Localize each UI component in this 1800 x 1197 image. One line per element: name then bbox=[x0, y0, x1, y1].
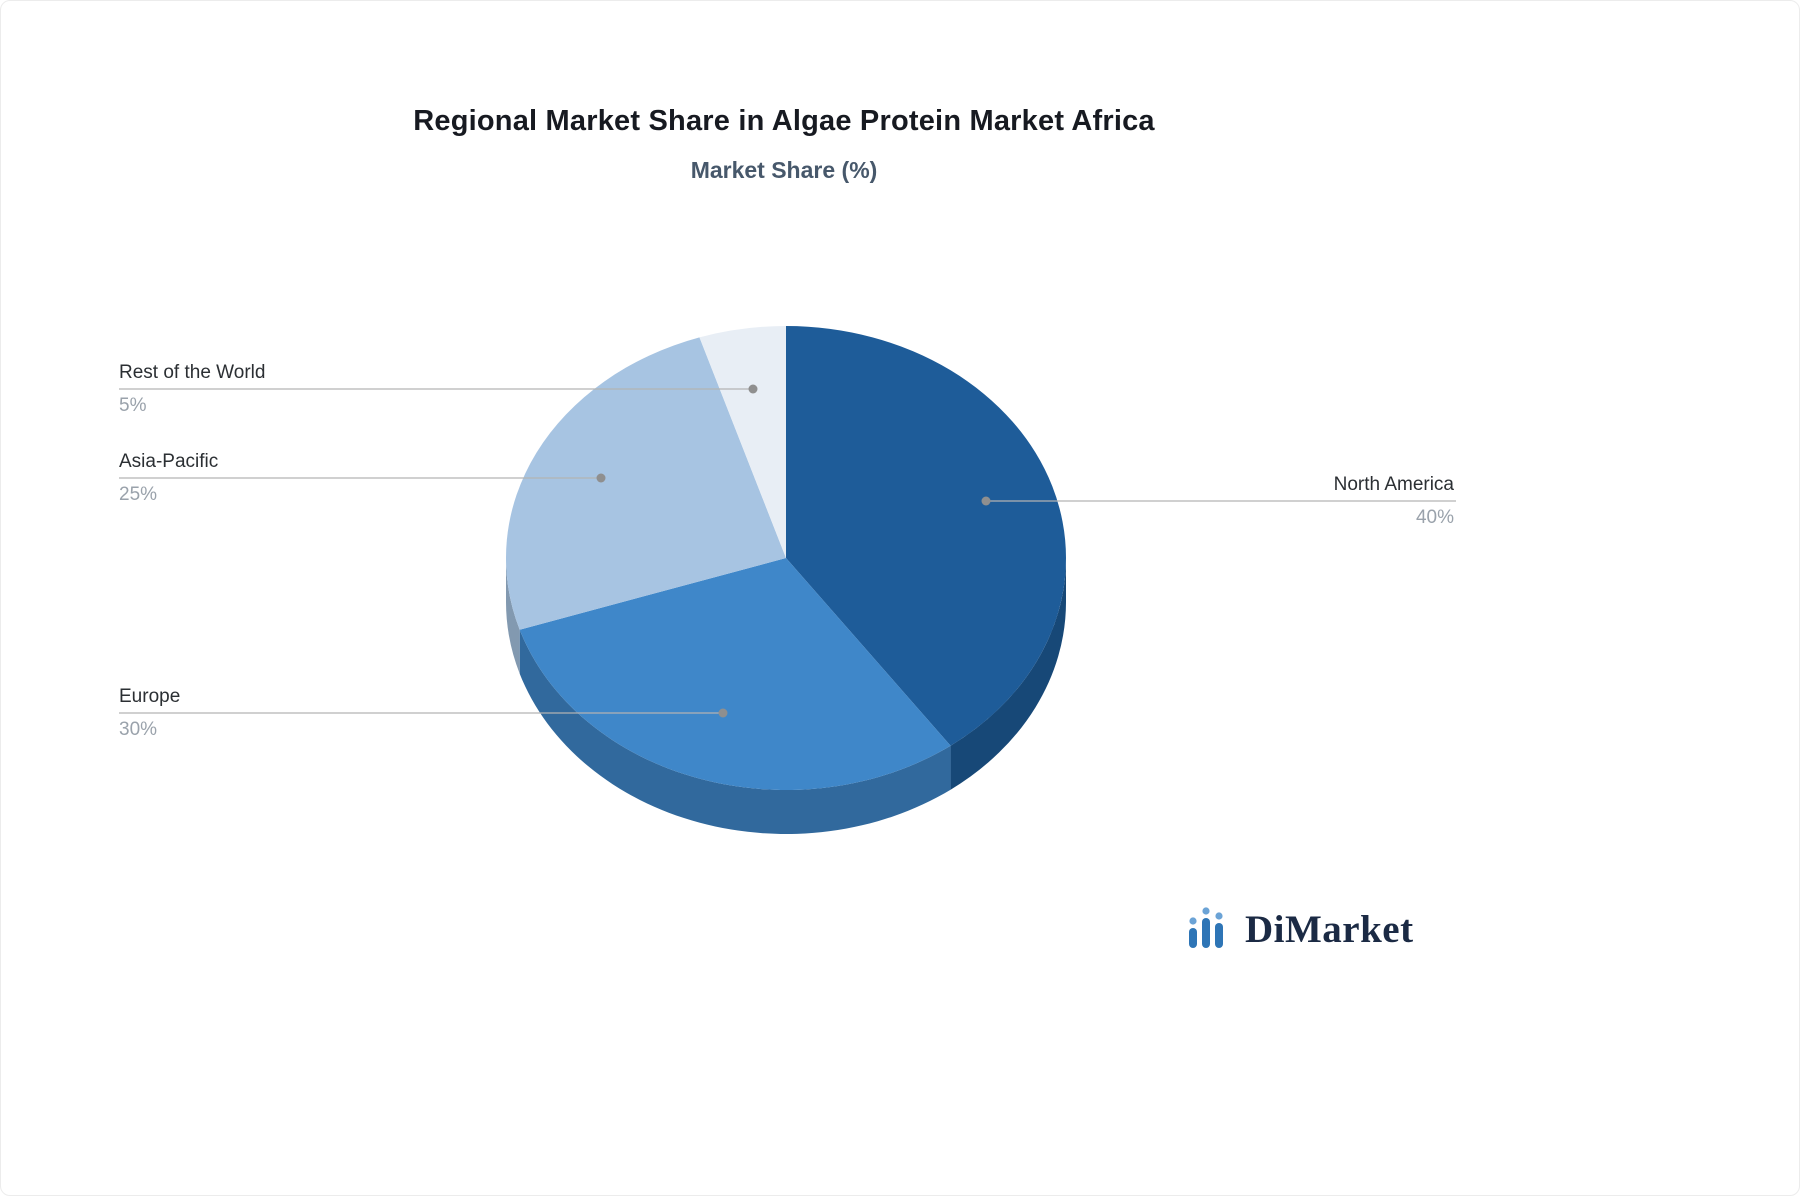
callout-label-north-america: North America bbox=[1333, 474, 1454, 495]
pie-slice-europe[interactable] bbox=[519, 558, 951, 791]
callout-value-europe: 30% bbox=[119, 719, 158, 740]
callout-europe: Europe 30% bbox=[119, 685, 180, 742]
pie-side-europe bbox=[519, 629, 951, 834]
pie-slice-north-america[interactable] bbox=[786, 326, 1066, 746]
callout-asia-pacific: Asia-Pacific 25% bbox=[119, 450, 218, 507]
leader-dot-asia-pacific bbox=[596, 473, 606, 483]
leader-dot-rest-of-the-world bbox=[748, 384, 758, 394]
chart-title: Regional Market Share in Algae Protein M… bbox=[413, 105, 1155, 137]
callout-label-rest-of-the-world: Rest of the World bbox=[119, 362, 266, 383]
callout-value-asia-pacific: 25% bbox=[119, 484, 158, 505]
pie-slice-asia-pacific[interactable] bbox=[505, 337, 786, 630]
callout-value-north-america: 40% bbox=[1415, 507, 1454, 528]
chart-subtitle: Market Share (%) bbox=[690, 157, 878, 183]
pie-slice-rest-of-the-world[interactable] bbox=[699, 326, 786, 558]
pie-side-north-america bbox=[950, 558, 1066, 790]
callout-rest-of-the-world: Rest of the World 5% bbox=[119, 361, 265, 418]
leader-dot-europe bbox=[718, 708, 728, 718]
callout-label-asia-pacific: Asia-Pacific bbox=[119, 451, 219, 472]
callout-north-america: North America 40% bbox=[1334, 473, 1454, 530]
callout-value-rest-of-the-world: 5% bbox=[119, 395, 147, 416]
bar-chart-icon bbox=[1189, 907, 1223, 948]
leader-dot-north-america bbox=[981, 496, 991, 506]
pie-side-asia-pacific bbox=[506, 558, 520, 674]
callout-label-europe: Europe bbox=[119, 686, 181, 707]
dimarket-logo-text: DiMarket bbox=[1245, 907, 1414, 951]
dimarket-logo: DiMarket bbox=[1186, 904, 1414, 954]
